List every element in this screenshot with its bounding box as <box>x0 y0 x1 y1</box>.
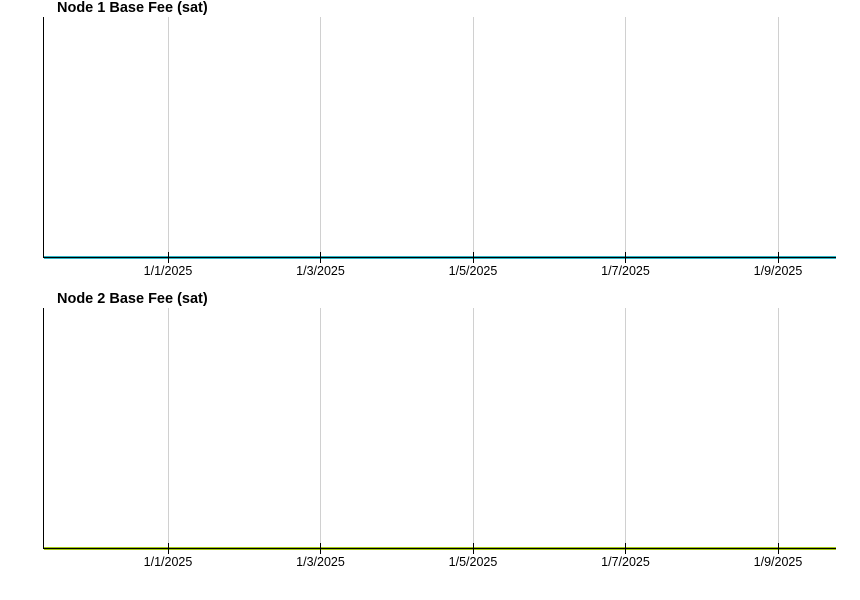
x-tick-label: 1/3/2025 <box>296 555 345 569</box>
vertical-gridline <box>777 17 779 257</box>
vertical-gridline <box>320 17 321 257</box>
chart-title: Node 2 Base Fee (sat) <box>57 291 208 307</box>
x-tick-mark <box>625 252 626 263</box>
x-tick-mark <box>167 543 169 554</box>
chart-title: Node 1 Base Fee (sat) <box>57 0 208 16</box>
vertical-gridline <box>777 308 779 548</box>
vertical-gridline <box>472 17 474 257</box>
x-tick-label: 1/5/2025 <box>448 264 498 278</box>
x-tick-mark <box>472 252 474 263</box>
node2-base-fee-chart: Node 2 Base Fee (sat) 1/1/2025 1/3/2025 1/… <box>0 291 860 581</box>
x-tick-label: 1/1/2025 <box>143 555 193 569</box>
vertical-gridline <box>320 308 321 548</box>
plot-area: 1/1/2025 1/3/2025 1/5/2025 1/7/2025 1/9/2025 <box>43 17 836 278</box>
x-tick-label: 1/9/2025 <box>753 264 803 278</box>
x-tick-label: 1/5/2025 <box>448 555 498 569</box>
x-axis-line <box>44 257 836 258</box>
x-tick-label: 1/7/2025 <box>601 264 650 278</box>
x-tick-mark <box>777 543 779 554</box>
x-tick-mark <box>777 252 779 263</box>
vertical-gridline <box>167 308 169 548</box>
x-tick-mark <box>320 543 321 554</box>
x-tick-label: 1/1/2025 <box>143 264 193 278</box>
node1-base-fee-chart: Node 1 Base Fee (sat) 1/1/2025 1/3/2025 1/… <box>0 0 860 290</box>
x-tick-label: 1/7/2025 <box>601 555 650 569</box>
x-tick-mark <box>320 252 321 263</box>
x-axis-line <box>44 548 836 549</box>
vertical-gridline <box>167 17 169 257</box>
x-tick-mark <box>167 252 169 263</box>
x-tick-mark <box>625 543 626 554</box>
vertical-gridline <box>625 308 626 548</box>
vertical-gridline <box>625 17 626 257</box>
vertical-gridline <box>472 308 474 548</box>
x-tick-label: 1/9/2025 <box>753 555 803 569</box>
x-tick-label: 1/3/2025 <box>296 264 345 278</box>
x-tick-mark <box>472 543 474 554</box>
plot-area: 1/1/2025 1/3/2025 1/5/2025 1/7/2025 1/9/2025 <box>43 308 836 569</box>
